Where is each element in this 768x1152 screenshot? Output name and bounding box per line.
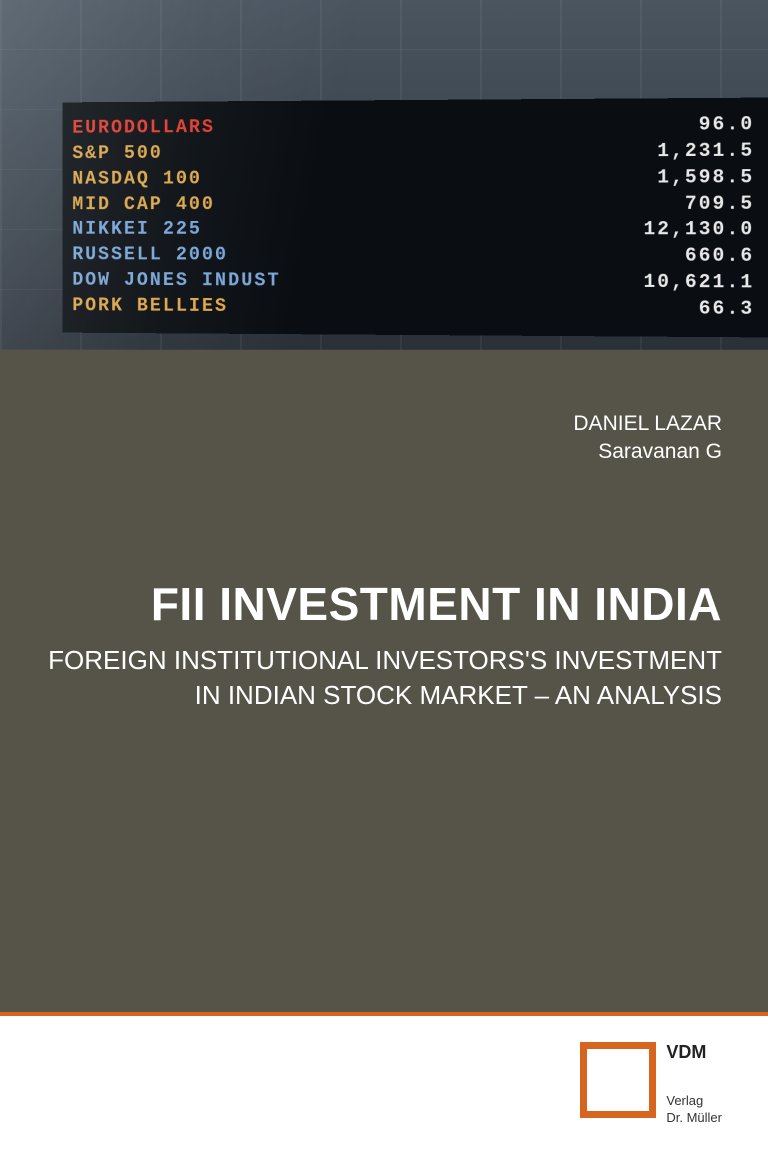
publisher-logo-mark: [580, 1042, 656, 1118]
ticker-name: MID CAP 400: [72, 194, 215, 216]
ticker-row: MID CAP 400 709.5: [63, 191, 768, 217]
publisher-footer: VDM Verlag Dr. Müller: [0, 1012, 768, 1152]
ticker-row: S&P 500 1,231.5: [63, 138, 768, 167]
book-title: FII INVESTMENT IN INDIA: [46, 577, 722, 631]
ticker-value: 12,130.0: [644, 219, 755, 241]
ticker-value: 1,598.5: [657, 167, 754, 189]
publisher-text-block: VDM Verlag Dr. Müller: [666, 1042, 722, 1126]
ticker-name: NASDAQ 100: [72, 168, 202, 190]
ticker-row: NASDAQ 100 1,598.5: [63, 165, 768, 192]
ticker-row: RUSSELL 2000 660.6: [63, 243, 768, 270]
book-cover: EURODOLLARS 96.0 S&P 500 1,231.5 NASDAQ 100 1…: [0, 0, 768, 1152]
ticker-value: 660.6: [685, 246, 754, 268]
book-subtitle: FOREIGN INSTITUTIONAL INVESTORS'S INVEST…: [46, 643, 722, 713]
cover-photo: EURODOLLARS 96.0 S&P 500 1,231.5 NASDAQ 100 1…: [0, 0, 768, 350]
ticker-value: 96.0: [699, 114, 755, 137]
stock-ticker-board: EURODOLLARS 96.0 S&P 500 1,231.5 NASDAQ 100 1…: [63, 98, 768, 338]
ticker-name: RUSSELL 2000: [72, 245, 228, 267]
author-secondary: Saravanan G: [46, 438, 722, 466]
ticker-name: S&P 500: [72, 143, 163, 165]
title-panel: DANIEL LAZAR Saravanan G FII INVESTMENT …: [0, 350, 768, 1012]
publisher-abbrev: VDM: [666, 1042, 722, 1063]
publisher-line2: Dr. Müller: [666, 1110, 722, 1126]
ticker-name: NIKKEI 225: [72, 219, 202, 241]
ticker-value: 66.3: [699, 298, 755, 321]
ticker-row: DOW JONES INDUST 10,621.1: [63, 268, 768, 297]
ticker-row: NIKKEI 225 12,130.0: [63, 217, 768, 243]
ticker-row: PORK BELLIES 66.3: [63, 293, 768, 323]
ticker-name: DOW JONES INDUST: [72, 270, 280, 292]
ticker-value: 10,621.1: [644, 272, 755, 295]
author-block: DANIEL LAZAR Saravanan G: [46, 410, 722, 467]
ticker-row: EURODOLLARS 96.0: [63, 112, 768, 142]
ticker-value: 709.5: [685, 193, 754, 215]
ticker-value: 1,231.5: [657, 140, 754, 163]
publisher-line1: Verlag: [666, 1093, 722, 1109]
ticker-name: PORK BELLIES: [72, 295, 228, 317]
author-primary: DANIEL LAZAR: [46, 410, 722, 438]
publisher-logo: VDM Verlag Dr. Müller: [580, 1042, 722, 1126]
ticker-name: EURODOLLARS: [72, 117, 215, 139]
